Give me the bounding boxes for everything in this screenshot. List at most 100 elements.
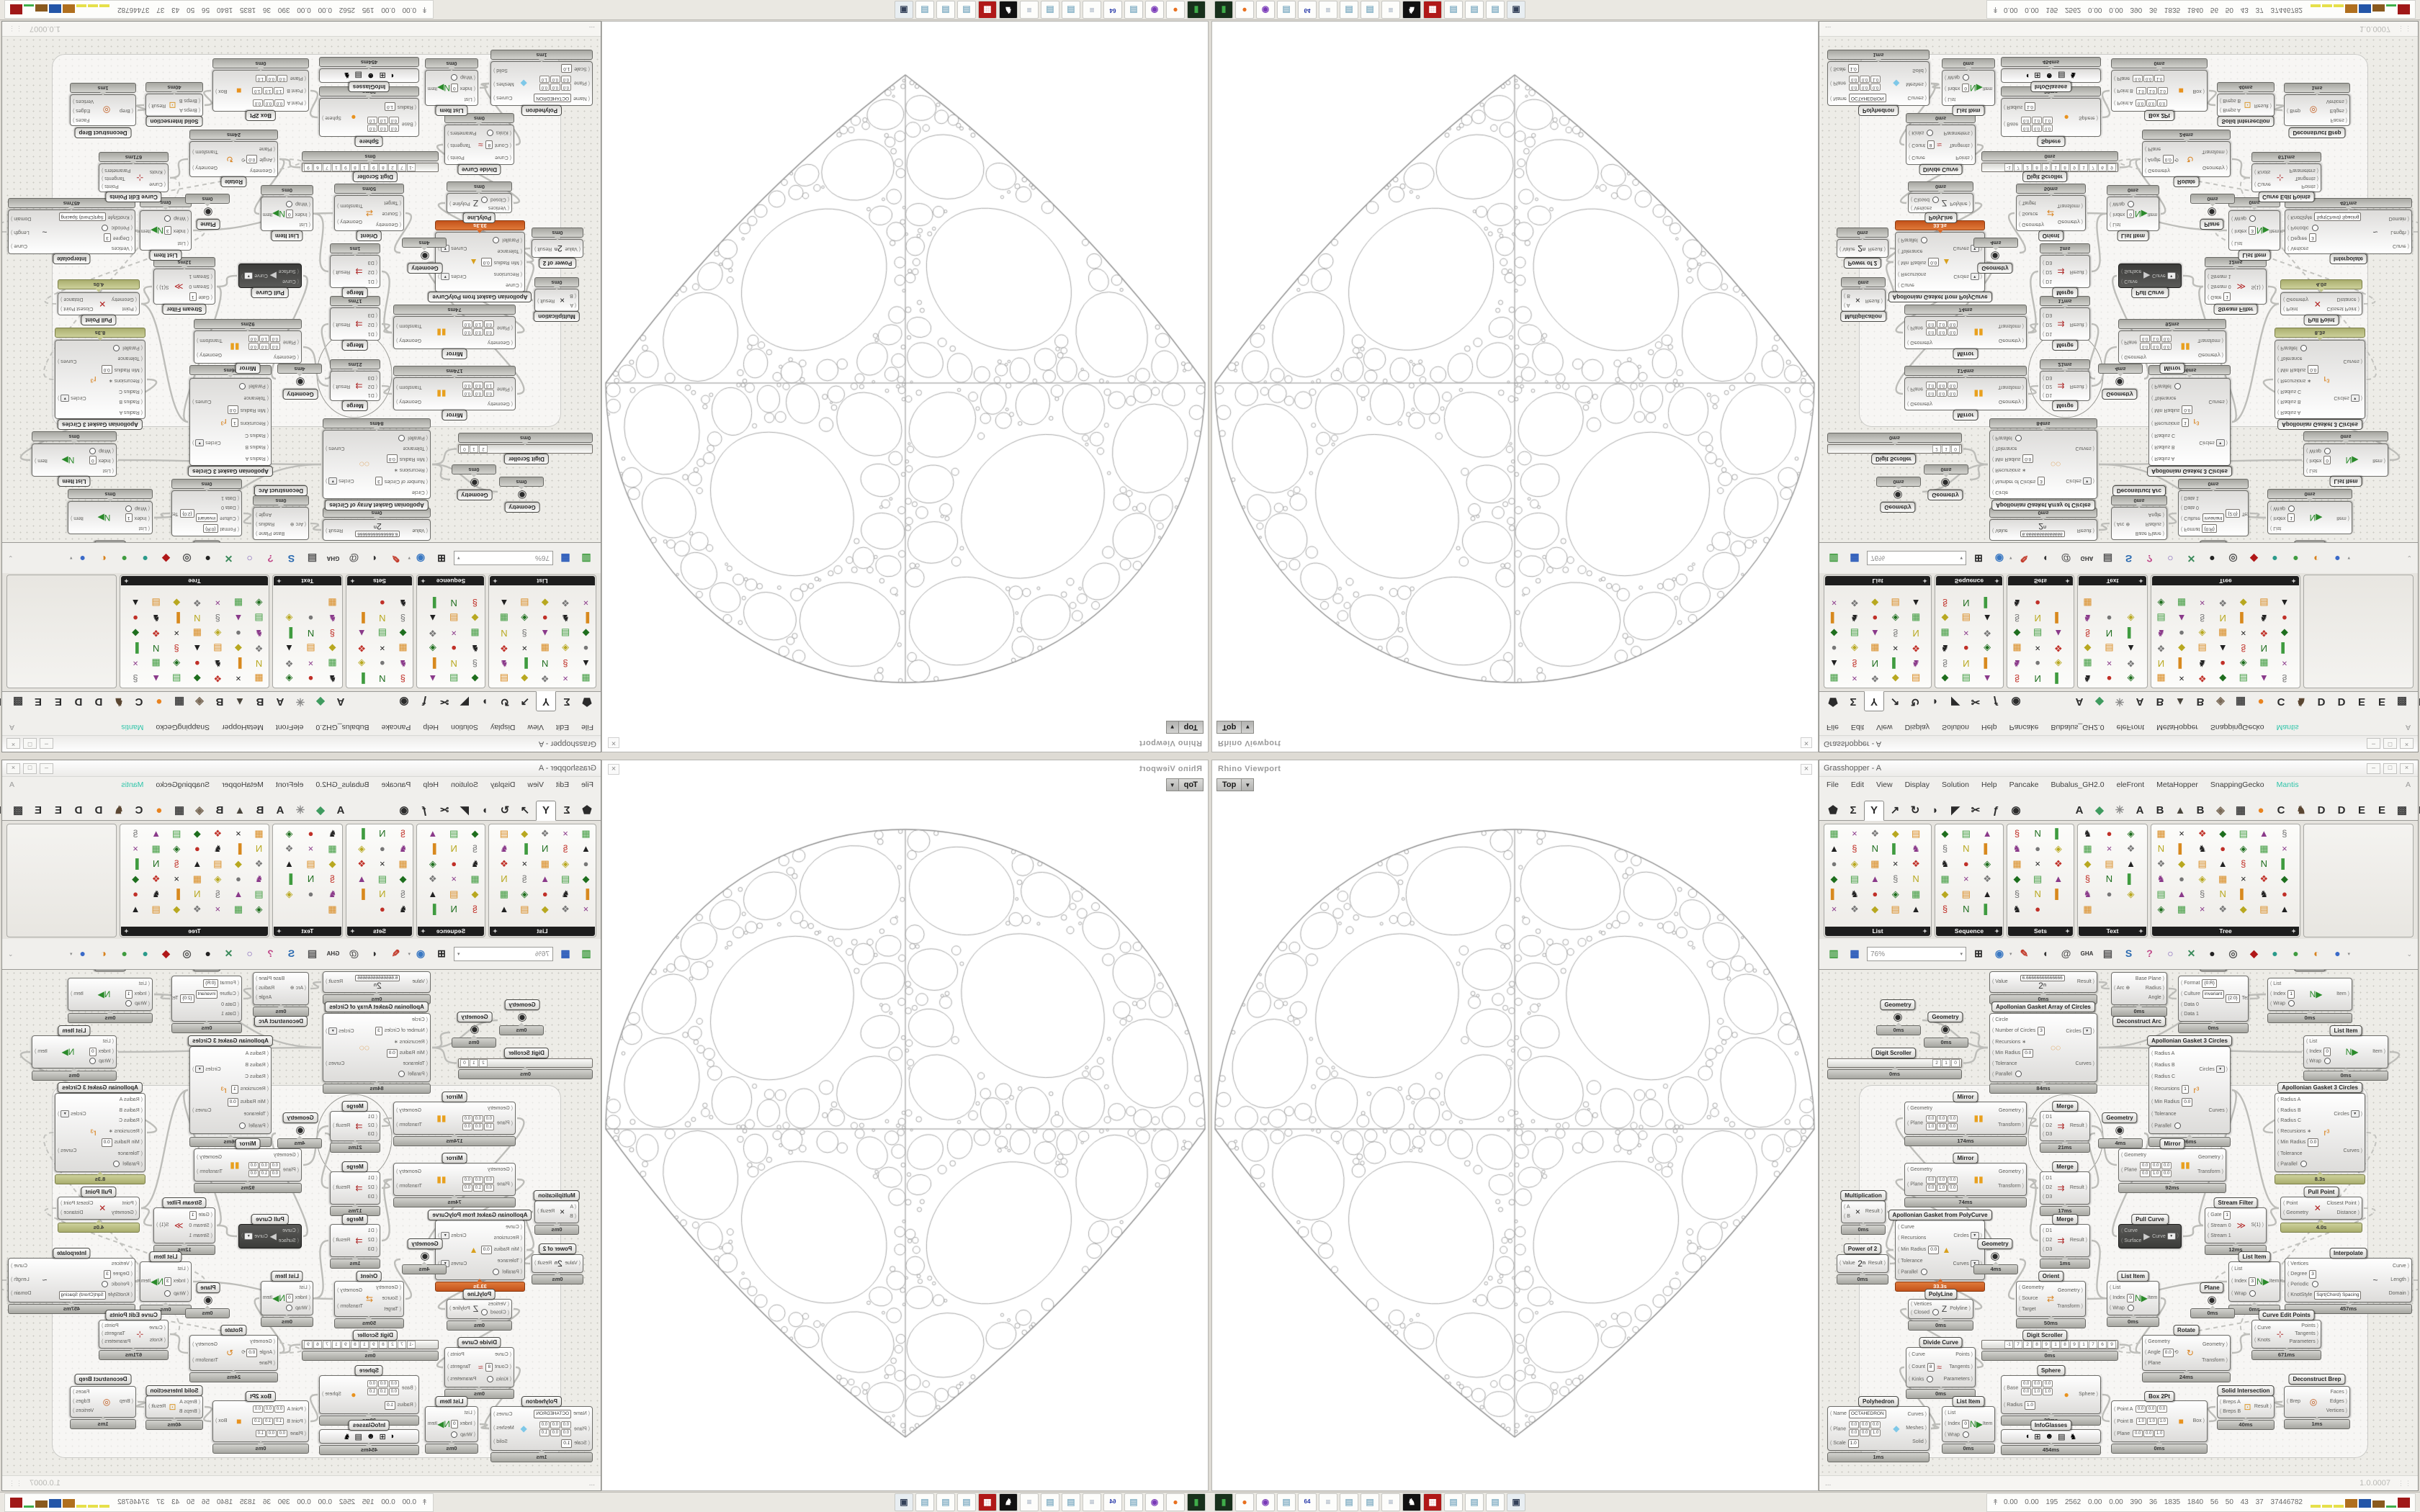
component-icon[interactable]: ❖ <box>2126 658 2136 669</box>
infoglasses-icon[interactable]: ☻ <box>2045 71 2054 80</box>
node-sphere[interactable]: Base 0.00.00.00.01.01.0Radius 1.0●Sphere <box>319 98 419 137</box>
component-icon[interactable]: ◈ <box>2198 628 2206 639</box>
input-wrap[interactable]: Wrap <box>163 215 189 222</box>
output-closest-point[interactable]: Closest Point <box>2326 1200 2360 1207</box>
matrix-cell[interactable]: 0.0 <box>462 320 472 328</box>
tab-maths[interactable]: Σ <box>563 804 570 816</box>
input-list[interactable]: List <box>2306 1038 2331 1045</box>
close-icon[interactable]: × <box>6 762 20 774</box>
matrix-cell[interactable]: 0.0 <box>1926 1184 1937 1192</box>
input-d2[interactable]: D2 <box>368 268 377 275</box>
scroller-digit[interactable]: 2 <box>388 163 397 171</box>
geometry-param-icon[interactable]: ◉ <box>203 1294 213 1306</box>
node-format[interactable]: Format {0:R}Culture invariantData 0 Data… <box>171 976 242 1022</box>
scroller-digit[interactable]: 0 <box>460 1059 469 1067</box>
input-curve[interactable]: Curve <box>279 1228 299 1235</box>
tab-mesh[interactable]: ◤ <box>1951 804 1960 816</box>
matrix-cell[interactable]: 0.0 <box>472 1176 483 1184</box>
component-icon[interactable]: ▦ <box>1870 643 1880 654</box>
value-box[interactable]: 0.0 <box>480 1245 492 1254</box>
component-icon[interactable]: ♞ <box>2259 613 2269 624</box>
menu-item-pancake[interactable]: Pancake <box>2009 780 2039 789</box>
component-icon[interactable]: ❖ <box>429 628 437 639</box>
node-list-item-t2[interactable]: List Index 0Wrap N▶Item <box>2303 444 2388 477</box>
tab-plugin-gear[interactable]: ✳ <box>295 696 305 708</box>
component-icon[interactable]: N <box>450 904 457 914</box>
matrix-cell[interactable]: 0.0 <box>388 1380 399 1388</box>
component-icon[interactable]: ◆ <box>2013 873 2021 884</box>
panel-window-icon[interactable]: ▤ <box>2102 553 2113 564</box>
component-icon[interactable]: ◈ <box>429 643 436 654</box>
input-plane[interactable]: Plane <box>241 145 275 152</box>
value-box[interactable]: 1 <box>125 989 133 999</box>
component-icon[interactable]: N <box>152 858 160 869</box>
input-vertices[interactable]: Vertices <box>1911 204 1939 211</box>
notepad-icon[interactable]: ▤ <box>1361 1493 1379 1511</box>
input-data-0[interactable]: Data 0 <box>2181 503 2225 510</box>
component-icon[interactable]: ▤ <box>213 858 223 869</box>
scroller-digit[interactable]: 7 <box>2014 163 2022 171</box>
component-icon[interactable]: ♞ <box>2083 828 2092 839</box>
notepad-icon[interactable]: ▤ <box>1062 1 1080 19</box>
node-pull-point[interactable]: Point Geometry ✕Closest Point Distance <box>2280 292 2362 315</box>
input-kinks[interactable]: Kinks <box>1909 129 1935 137</box>
output-item[interactable]: Item <box>35 1048 48 1056</box>
value-box[interactable]: 0 <box>2127 210 2134 219</box>
flatten-icon[interactable]: ▼ <box>1970 272 1979 280</box>
input-surface[interactable]: Surface <box>2121 1238 2141 1245</box>
component-icon[interactable]: ▲ <box>581 658 591 669</box>
menu-item-elefront[interactable]: eleFront <box>275 780 304 789</box>
input-d1[interactable]: D1 <box>368 330 377 337</box>
matrix-cell[interactable]: 0.0 <box>2161 1170 2172 1178</box>
component-icon[interactable]: ● <box>1872 888 1878 899</box>
zoom-extents-icon[interactable]: ⊞ <box>1974 553 1983 564</box>
output-points[interactable]: Points <box>447 153 476 161</box>
maximize-icon[interactable]: □ <box>23 762 37 774</box>
component-icon[interactable]: § <box>1852 843 1857 854</box>
component-icon[interactable]: ♞ <box>151 613 161 624</box>
toggle-circle[interactable] <box>2311 224 2318 231</box>
toggle-circle[interactable] <box>486 1375 493 1382</box>
matrix-cell[interactable]: 0.0 <box>539 1421 550 1428</box>
output-polyline[interactable]: Polyline <box>1950 1305 1971 1313</box>
tab-sets[interactable]: Y <box>1864 801 1884 821</box>
flatten-icon[interactable]: ▼ <box>2082 1027 2092 1035</box>
output-item[interactable]: Item <box>71 514 84 521</box>
component-icon[interactable]: ▤ <box>1911 673 1921 684</box>
output-points[interactable]: Points <box>2290 182 2318 189</box>
component-icon[interactable]: × <box>2240 628 2246 639</box>
tab-surface[interactable]: ◗ <box>481 804 488 816</box>
output-base-plane[interactable]: Base Plane <box>2136 976 2164 983</box>
component-icon[interactable]: × <box>2179 828 2184 839</box>
input-min-radius[interactable]: Min Radius 0.0 <box>227 405 269 415</box>
output-transform[interactable]: Transform <box>192 148 218 155</box>
input-vertices[interactable]: Vertices <box>2287 244 2362 251</box>
tab-plugin-a1[interactable]: A <box>2075 804 2084 816</box>
viewport-projection-dropdown[interactable]: Top ▼ <box>1165 721 1204 734</box>
input-vertices[interactable]: Vertices <box>481 1301 509 1308</box>
node-merge-1[interactable]: D1 D2 D3 ⇉Result <box>330 371 380 401</box>
matrix-cell[interactable]: 0.0 <box>472 328 483 336</box>
search-icon[interactable]: S <box>287 553 295 564</box>
input-data-1[interactable]: Data 1 <box>195 494 239 501</box>
output-item[interactable]: Item <box>2372 456 2385 464</box>
output-result[interactable]: Result <box>2070 1184 2087 1192</box>
node-box-2pt[interactable]: Point A 0.00.00.0Point B 1.01.01.0Plane … <box>212 70 309 112</box>
component-icon[interactable]: N <box>152 643 160 654</box>
matrix-cell[interactable]: 1.0 <box>2136 87 2146 95</box>
tab-plugin-b2[interactable]: B <box>215 696 224 708</box>
input-recursions[interactable]: Recursions ∗ <box>2277 1128 2319 1135</box>
toggle-circle[interactable] <box>493 236 500 243</box>
input-min-radius[interactable]: Min Radius 0.0 <box>2277 364 2319 374</box>
component-icon[interactable]: ♞ <box>213 658 223 669</box>
component-icon[interactable]: ◆ <box>1891 673 1899 684</box>
component-icon[interactable]: ◈ <box>562 858 570 869</box>
component-icon[interactable]: ▦ <box>328 843 337 854</box>
input-brep[interactable]: Brep <box>120 107 133 114</box>
node-divide-curve[interactable]: Curve Count 8Kinks ≈Points Tangents Para… <box>1906 1347 1976 1387</box>
zoom-level-input[interactable]: 76% ▾ <box>454 551 553 565</box>
component-icon[interactable]: ▌ <box>358 888 365 899</box>
palette-more-icon[interactable]: ✦ <box>2138 928 2143 935</box>
tab-plugin-orange[interactable]: ● <box>156 804 163 816</box>
